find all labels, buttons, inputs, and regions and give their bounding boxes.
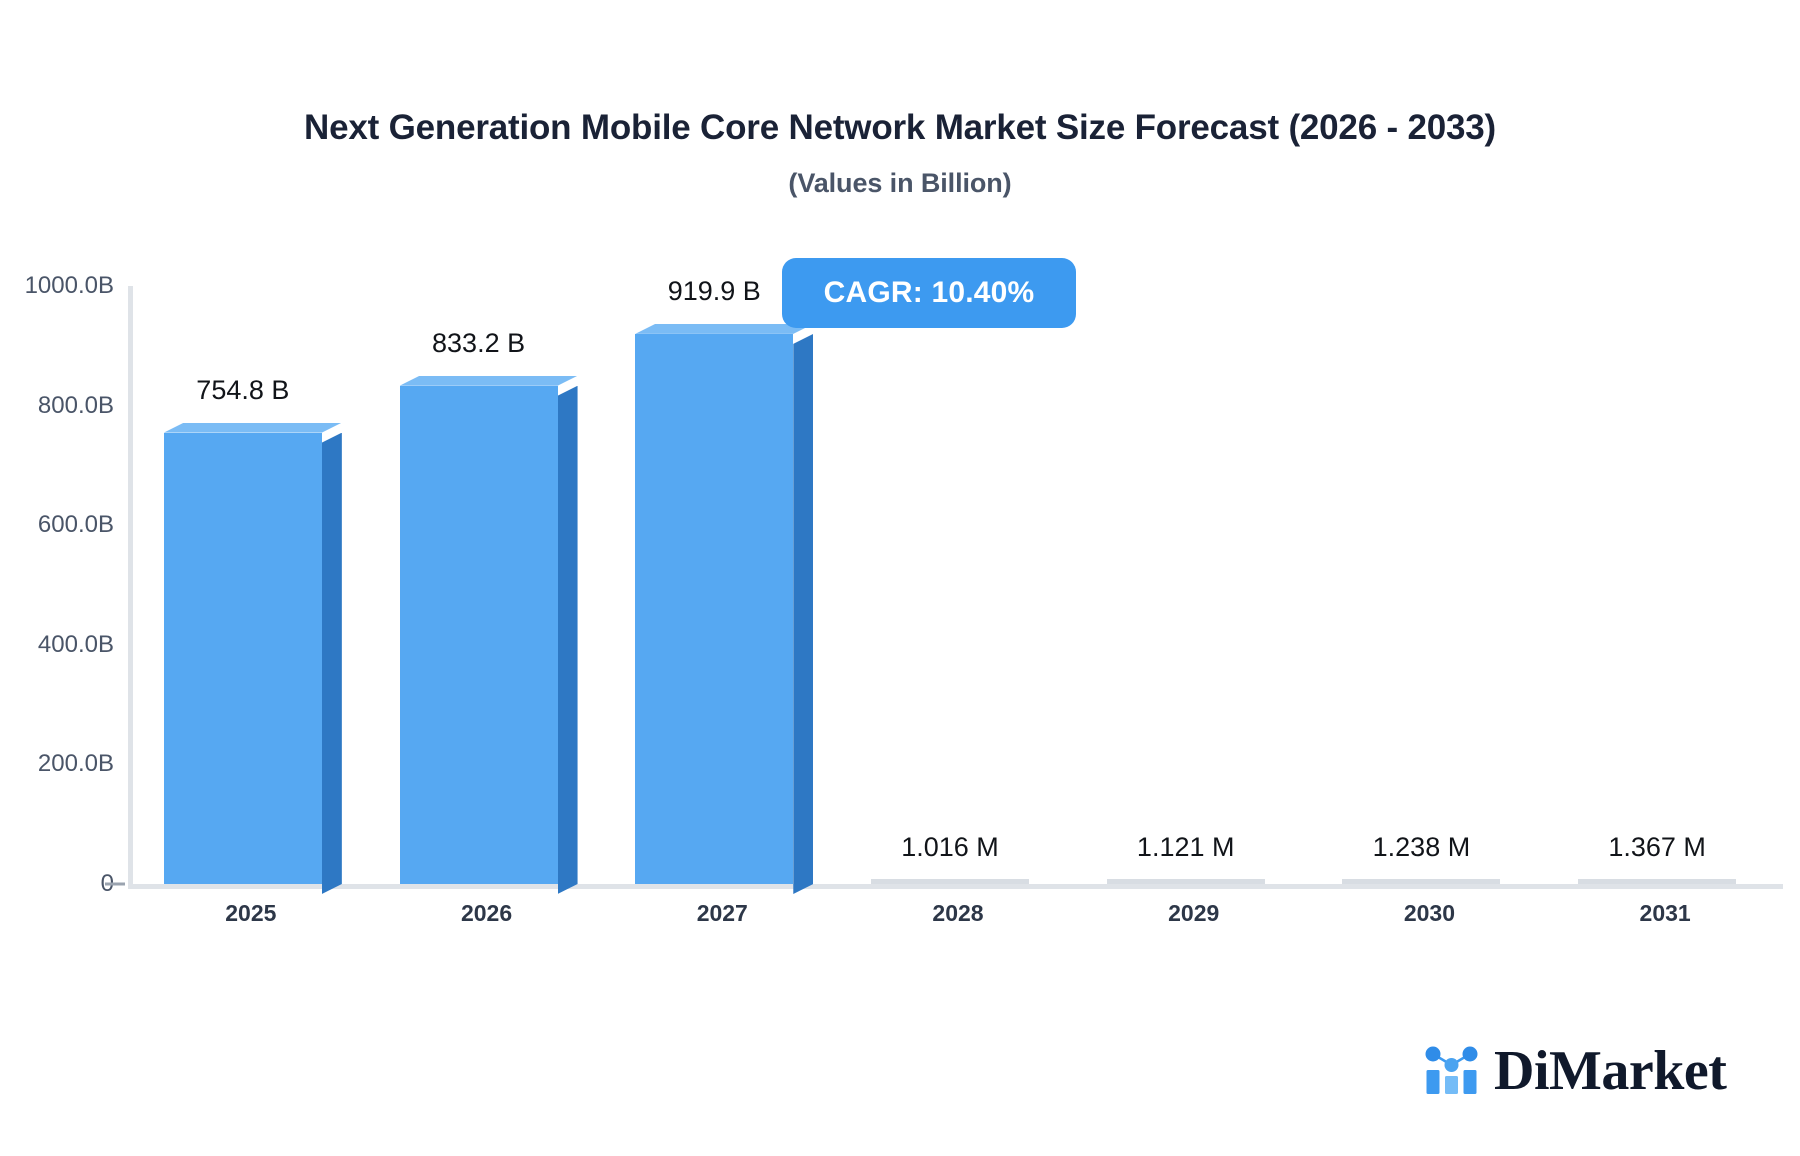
chart-subtitle: (Values in Billion): [788, 168, 1012, 198]
bar: [399, 376, 578, 884]
bar-top-face: [400, 376, 578, 386]
bar-value-label: 1.238 M: [1372, 832, 1471, 862]
bar-front-face: [635, 333, 794, 884]
brand-name: DiMarket: [1494, 1040, 1727, 1102]
x-axis-label: 2028: [932, 900, 984, 926]
bar-top-face: [635, 324, 813, 334]
x-axis-label: 2025: [225, 900, 277, 926]
bar-zero-stub: [871, 879, 1029, 884]
x-axis-label: 2026: [460, 900, 513, 926]
bar-top-face: [164, 423, 342, 433]
bar-zero-stub: [1106, 879, 1265, 884]
bar: [1578, 879, 1756, 884]
bar-value-label: 754.8 B: [196, 374, 290, 405]
bar-value-label: 1.016 M: [901, 832, 999, 862]
bar-zero-stub: [1578, 879, 1737, 884]
x-axis-label: 2030: [1403, 900, 1455, 926]
bar: [1342, 879, 1520, 884]
chart-title: Next Generation Mobile Core Network Mark…: [304, 108, 1496, 147]
x-axis-label: 2031: [1639, 900, 1691, 926]
y-axis-tick: 200.0B: [37, 750, 114, 778]
y-axis-tick: 400.0B: [37, 630, 114, 658]
bar-side-face: [322, 433, 342, 894]
x-axis-label: 2027: [696, 900, 748, 926]
brand-logo: DiMarket: [1424, 1040, 1727, 1102]
bar-side-face: [558, 386, 578, 894]
bar: [1106, 879, 1285, 884]
y-axis-tick: 600.0B: [37, 511, 114, 539]
bar-side-face: [793, 334, 813, 894]
bar: [871, 879, 1049, 884]
bar-value-label: 833.2 B: [432, 327, 526, 358]
y-axis-tick: 800.0B: [37, 391, 114, 419]
bar-front-face: [399, 385, 558, 884]
y-axis-tick: 1000.0B: [24, 272, 114, 299]
y-axis-tick: 0: [0, 870, 114, 898]
cagr-badge: CAGR: 10.40%: [782, 258, 1076, 328]
bar-value-label: 1.367 M: [1608, 832, 1706, 862]
bar-value-label: 1.121 M: [1136, 832, 1235, 862]
bar-value-label: 919.9 B: [667, 275, 761, 306]
y-axis-zero-tick-mark: [105, 882, 125, 886]
bar-front-face: [163, 432, 322, 884]
x-axis-label: 2029: [1168, 900, 1220, 926]
y-axis-line: [128, 286, 133, 886]
bar: [163, 423, 342, 884]
bar: [635, 324, 813, 884]
x-axis-line: [128, 884, 1783, 889]
bar-chart-icon: [1424, 1043, 1480, 1100]
bar-zero-stub: [1342, 879, 1501, 884]
